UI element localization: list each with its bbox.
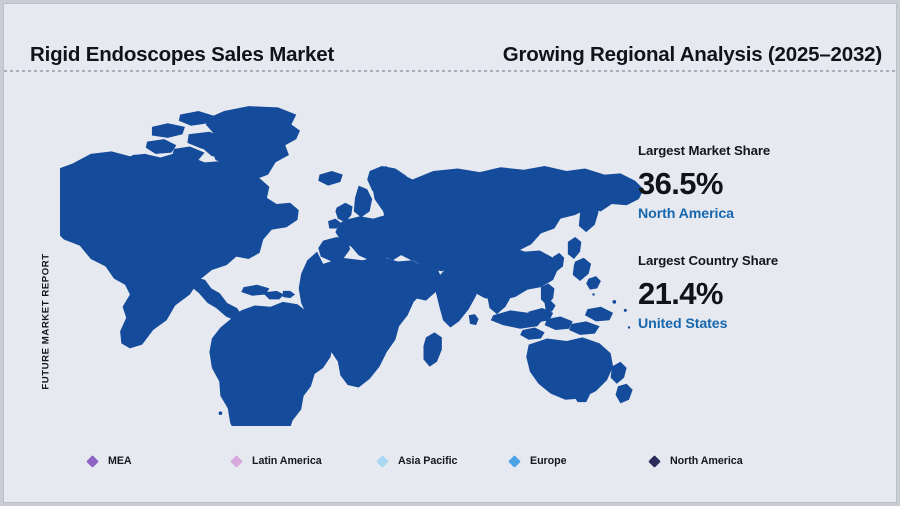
legend-label: Asia Pacific [398, 455, 458, 467]
legend-label: Latin America [252, 455, 322, 467]
legend-item-europe: Europe [508, 451, 567, 471]
page-subtitle: Growing Regional Analysis (2025–2032) [502, 43, 882, 66]
stat-label: Largest Country Share [638, 253, 779, 268]
legend-diamond-icon [230, 454, 243, 468]
legend-item-asia-pacific: Asia Pacific [376, 451, 458, 471]
world-map [60, 100, 672, 426]
stat-label: Largest Market Share [638, 143, 771, 158]
legend-diamond-icon [648, 454, 661, 468]
page-title: Rigid Endoscopes Sales Market [30, 43, 335, 66]
legend-diamond-icon [376, 454, 389, 468]
legend-diamond-icon [86, 454, 99, 468]
stats-panel: Largest Market Share 36.5% North America… [638, 142, 888, 362]
legend-item-north-america: North America [648, 451, 743, 471]
stat-region: United States [638, 316, 728, 332]
legend-diamond-icon [508, 454, 521, 468]
header-divider [4, 70, 896, 72]
infographic-canvas: Rigid Endoscopes Sales Market Growing Re… [4, 4, 896, 502]
stat-value: 36.5% [638, 166, 724, 201]
map-legend: MEA Latin America Asia Pacific Europe No… [86, 451, 788, 471]
legend-item-mea: MEA [86, 451, 132, 471]
stat-largest-market-share: Largest Market Share 36.5% North America [638, 142, 888, 224]
legend-label: MEA [108, 455, 132, 467]
stat-largest-country-share: Largest Country Share 21.4% United State… [638, 252, 888, 334]
legend-item-latin-america: Latin America [230, 451, 322, 471]
stat-region: North America [638, 206, 734, 222]
world-map-svg [60, 106, 644, 426]
legend-label: Europe [530, 455, 567, 467]
legend-label: North America [670, 455, 743, 467]
stat-value: 21.4% [638, 276, 724, 311]
brand-vertical-label: FUTURE MARKET REPORT [40, 253, 52, 390]
landmass-group [60, 106, 644, 426]
